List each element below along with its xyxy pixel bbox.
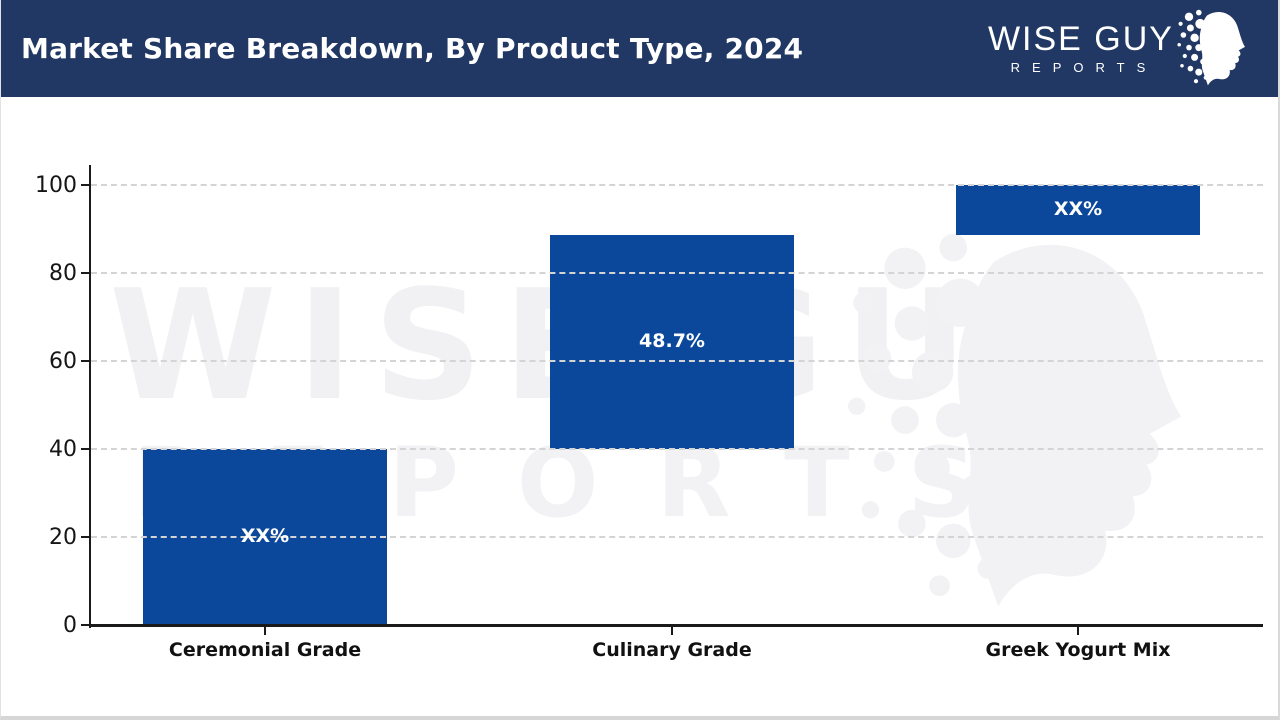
x-category-label-ceremonial-grade: Ceremonial Grade	[168, 639, 362, 661]
brand-text: WISE GUY REPORTS	[988, 22, 1174, 75]
x-tick-culinary-grade	[671, 627, 673, 635]
brand-subname: REPORTS	[1010, 60, 1158, 75]
bar-value-label-culinary-grade: 48.7%	[639, 329, 705, 352]
x-axis-line	[89, 624, 1263, 627]
bar-value-label-greek-yogurt-mix: XX%	[1053, 197, 1103, 220]
gridline-100	[91, 184, 1263, 186]
gridline-40	[91, 448, 1263, 450]
x-tick-greek-yogurt-mix	[1077, 627, 1079, 635]
y-tick-label-20: 20	[49, 525, 77, 550]
y-tick-40	[81, 448, 89, 450]
gridline-20	[91, 536, 1263, 538]
x-category-label-culinary-grade: Culinary Grade	[592, 639, 752, 661]
brand-logo: WISE GUY REPORTS	[988, 7, 1252, 91]
brand-name: WISE GUY	[987, 20, 1174, 58]
gridline-60	[91, 360, 1263, 362]
y-tick-0	[81, 624, 89, 626]
brand-head-icon	[1177, 9, 1245, 85]
y-tick-label-0: 0	[63, 613, 77, 638]
y-tick-label-80: 80	[49, 261, 77, 286]
y-tick-20	[81, 536, 89, 538]
y-tick-100	[81, 184, 89, 186]
gridline-80	[91, 272, 1263, 274]
y-tick-label-60: 60	[49, 349, 77, 374]
y-tick-60	[81, 360, 89, 362]
y-tick-80	[81, 272, 89, 274]
bar-greek-yogurt-mix	[956, 185, 1200, 235]
y-axis-line	[89, 165, 91, 628]
chart-area: WISE GUY REPORTS 0 20 40 60 80 100 XX% Ceremoni…	[1, 97, 1278, 716]
bar-value-label-ceremonial-grade: XX%	[240, 525, 290, 547]
header: Market Share Breakdown, By Product Type,…	[1, 0, 1278, 97]
x-tick-ceremonial-grade	[264, 627, 266, 635]
y-tick-label-40: 40	[49, 437, 77, 462]
bar-culinary-grade	[550, 234, 794, 449]
watermark-head-icon	[848, 233, 1181, 607]
page-title: Market Share Breakdown, By Product Type,…	[21, 32, 804, 65]
x-category-label-greek-yogurt-mix: Greek Yogurt Mix	[985, 639, 1171, 661]
y-tick-label-100: 100	[35, 173, 77, 198]
